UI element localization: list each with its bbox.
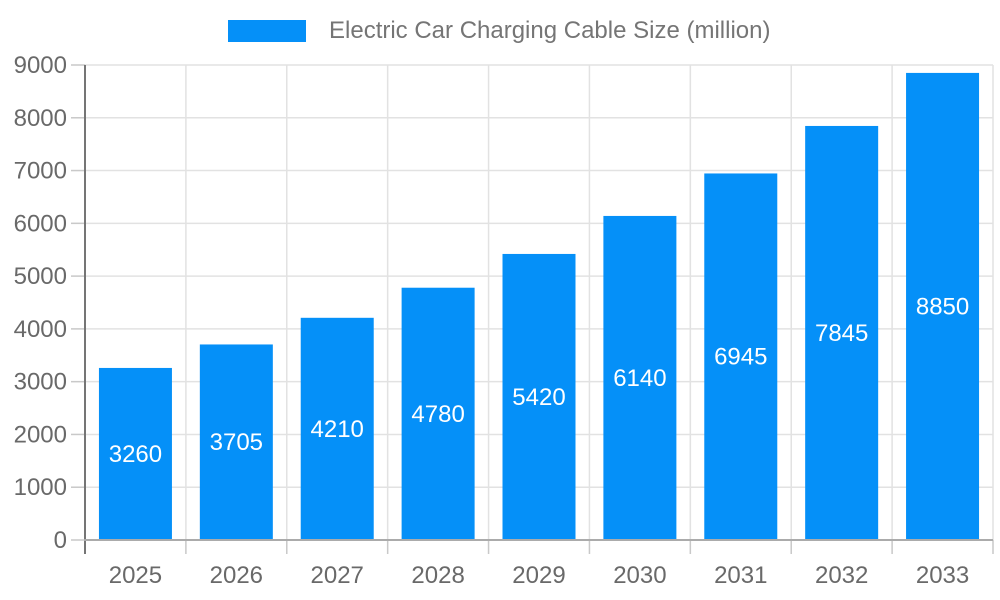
bar (906, 72, 980, 541)
x-axis-label: 2030 (613, 562, 666, 589)
x-axis-label: 2025 (109, 562, 162, 589)
bar (502, 253, 576, 540)
bar (805, 125, 879, 540)
x-axis-label: 2028 (411, 562, 464, 589)
bar (704, 173, 778, 541)
y-axis-label: 6000 (14, 210, 67, 237)
y-axis-label: 5000 (14, 263, 67, 290)
x-axis-label: 2032 (815, 562, 868, 589)
y-axis-label: 9000 (14, 52, 67, 79)
bar (401, 287, 475, 540)
y-axis-label: 8000 (14, 105, 67, 132)
y-axis-label: 2000 (14, 421, 67, 448)
bar (300, 317, 374, 540)
y-axis-label: 3000 (14, 369, 67, 396)
y-axis-label: 4000 (14, 316, 67, 343)
y-axis-label: 1000 (14, 474, 67, 501)
bar-value-label: 4210 (311, 416, 364, 443)
legend[interactable]: Electric Car Charging Cable Size (millio… (228, 14, 770, 48)
bar-value-label: 5420 (512, 384, 565, 411)
bar-value-label: 6945 (714, 344, 767, 371)
x-axis-label: 2026 (210, 562, 263, 589)
bar (199, 344, 273, 540)
legend-label: Electric Car Charging Cable Size (millio… (329, 17, 771, 44)
bar (603, 215, 677, 540)
bar-value-label: 8850 (916, 293, 969, 320)
x-axis-label: 2029 (512, 562, 565, 589)
x-axis-label: 2033 (916, 562, 969, 589)
bar-value-label: 3705 (210, 429, 263, 456)
bar-value-label: 6140 (613, 365, 666, 392)
x-axis-label: 2027 (311, 562, 364, 589)
legend-swatch (228, 20, 306, 42)
bar-value-label: 7845 (815, 320, 868, 347)
y-axis-label: 0 (54, 527, 67, 554)
bar (98, 367, 172, 540)
bar-value-label: 4780 (411, 401, 464, 428)
x-axis-label: 2031 (714, 562, 767, 589)
y-axis-label: 7000 (14, 158, 67, 185)
bar-value-label: 3260 (109, 441, 162, 468)
